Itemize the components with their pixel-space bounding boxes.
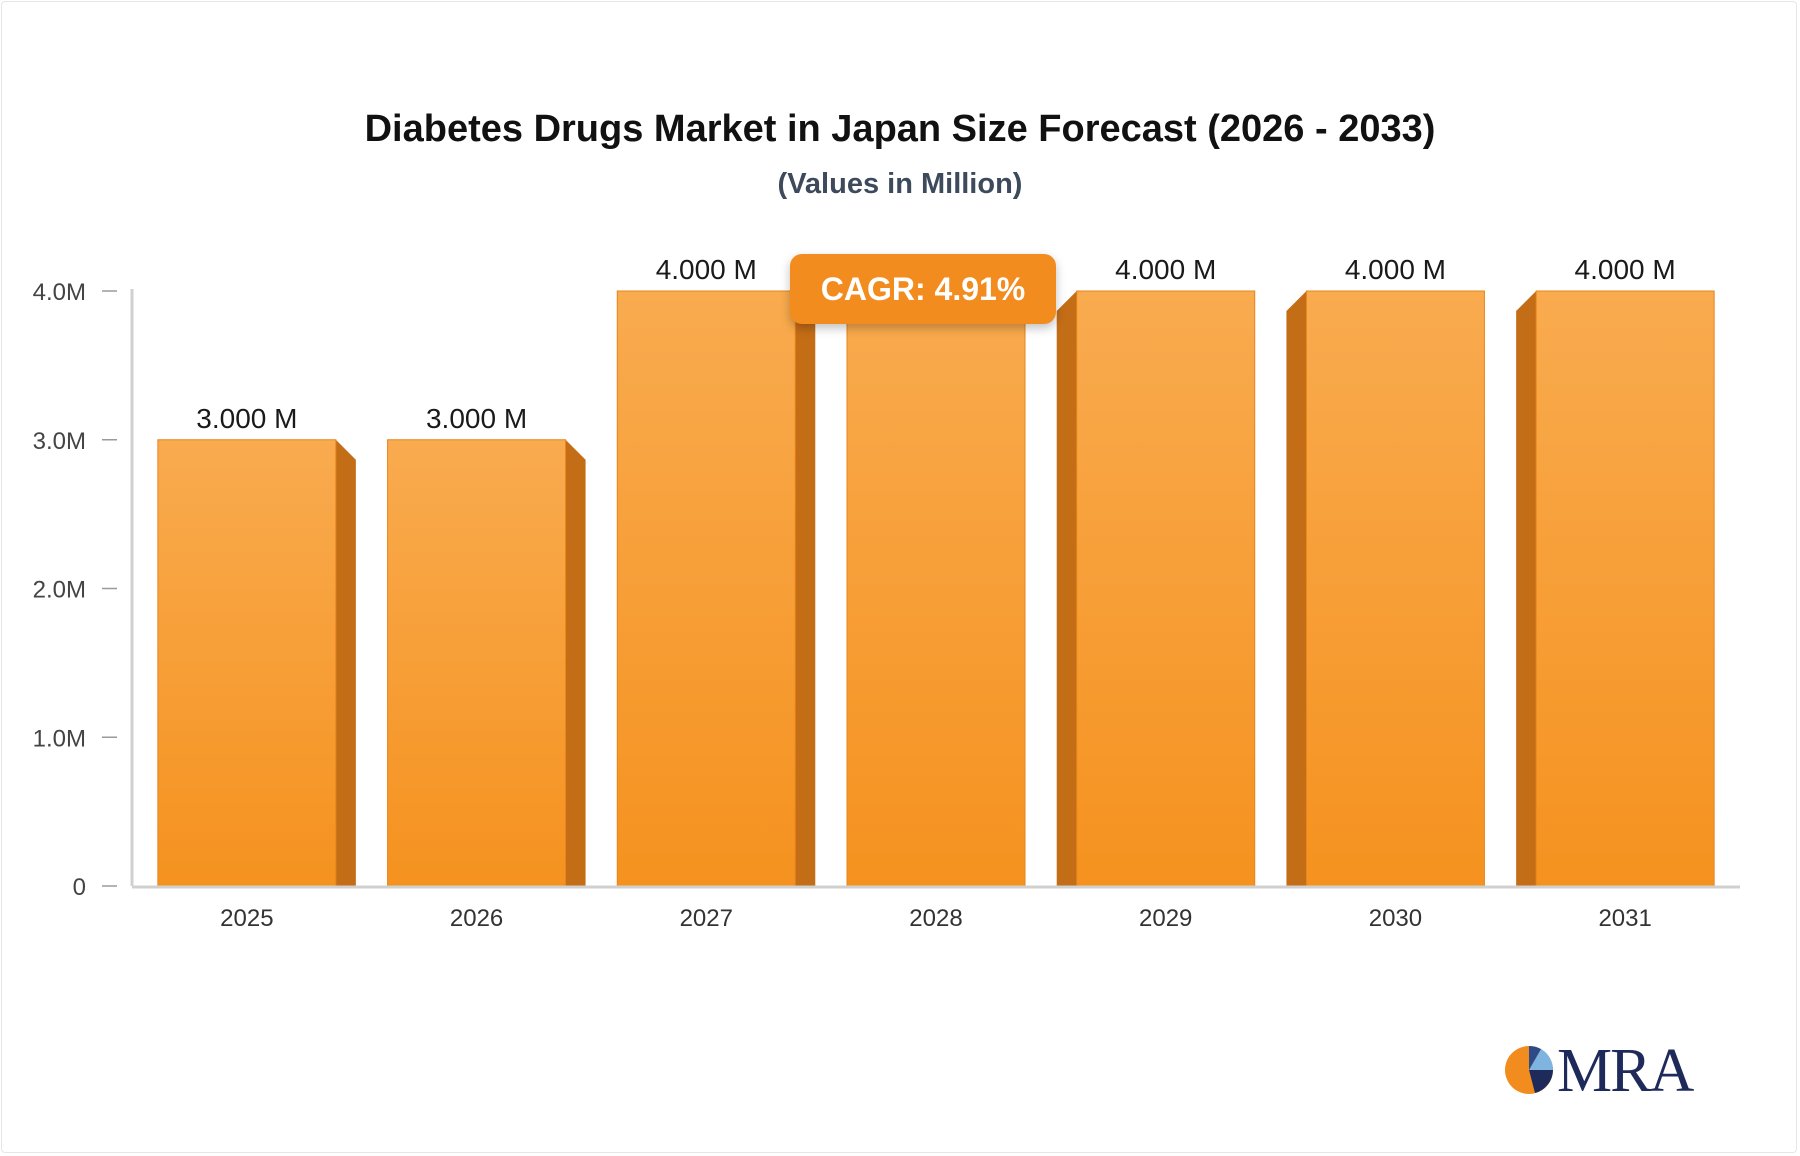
x-tick-label: 2030 [1369, 905, 1422, 932]
bar-side [335, 439, 356, 886]
y-tick-label: 2.0M [33, 577, 86, 604]
logo-pie-icon [1505, 1045, 1554, 1094]
y-axis: 0 1.0M 2.0M 3.0M 4.0M [33, 279, 134, 901]
x-axis: 2025 2026 2027 2028 2029 2030 2031 [132, 885, 1740, 932]
chart-subtitle: (Values in Million) [777, 168, 1023, 200]
bar-face [1535, 290, 1715, 887]
bar-2030 [1286, 290, 1485, 887]
bar-2029 [1056, 290, 1256, 887]
bar-face [157, 439, 337, 887]
x-tick-label: 2029 [1139, 905, 1192, 932]
bar-face [1076, 290, 1256, 887]
bar-face [1305, 290, 1485, 887]
bar-2028 [846, 290, 1026, 887]
y-tick-label: 0 [73, 874, 86, 901]
bar-side [1516, 291, 1537, 886]
bar-side [795, 291, 816, 886]
chart-title: Diabetes Drugs Market in Japan Size Fore… [364, 108, 1436, 150]
bar-side [1286, 291, 1307, 886]
bar-side [565, 439, 586, 886]
x-tick-label: 2027 [680, 905, 733, 932]
y-tick-label: 1.0M [33, 725, 86, 752]
y-tick-label: 4.0M [33, 279, 86, 306]
bars: 3.000 M 3.000 M 4.000 M 4.000 M 4.000 M 4.000… [157, 254, 1715, 887]
mra-logo: MRA [1505, 1037, 1695, 1105]
data-label: 4.000 M [1345, 254, 1446, 285]
bar-face [387, 439, 567, 887]
x-tick-label: 2025 [220, 905, 273, 932]
data-label: 3.000 M [426, 403, 527, 434]
x-tick-label: 2026 [450, 905, 503, 932]
bar-2026 [387, 439, 586, 887]
data-label: 3.000 M [196, 403, 297, 434]
x-tick-label: 2031 [1598, 905, 1651, 932]
bar-face [616, 290, 796, 887]
cagr-badge: CAGR: 4.91% [790, 254, 1056, 324]
bar-2027 [616, 290, 816, 887]
data-label: 4.000 M [1115, 254, 1216, 285]
bar-2025 [157, 439, 356, 887]
data-label: 4.000 M [656, 254, 757, 285]
bar-side [1056, 291, 1077, 886]
data-label: 4.000 M [1575, 254, 1676, 285]
x-tick-label: 2028 [909, 905, 962, 932]
bar-2031 [1516, 290, 1715, 887]
bar-face [846, 290, 1026, 887]
y-tick-label: 3.0M [33, 428, 86, 455]
logo-text: MRA [1557, 1037, 1694, 1105]
